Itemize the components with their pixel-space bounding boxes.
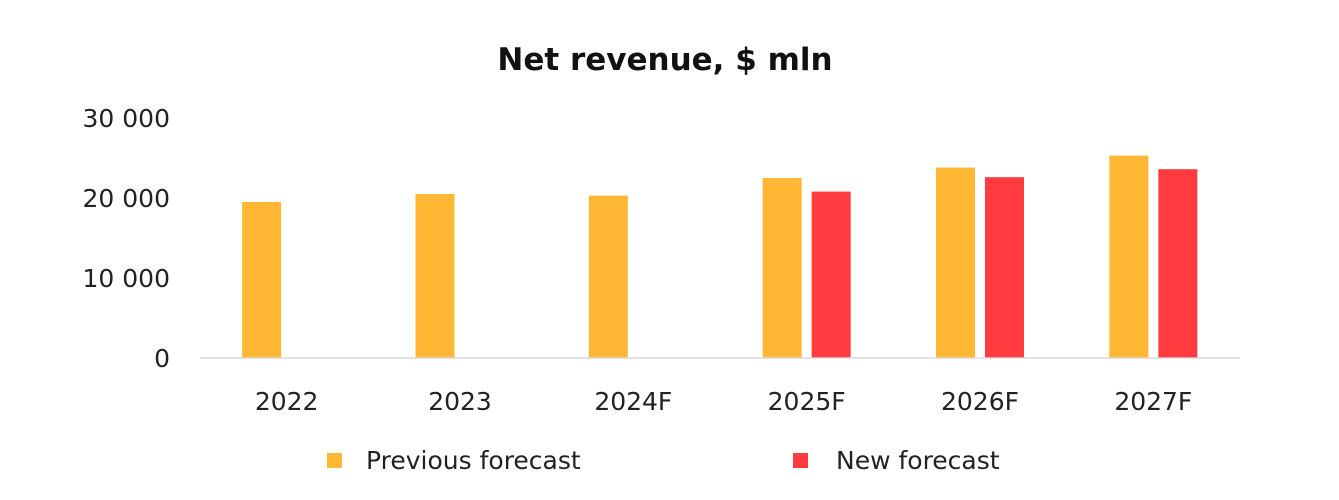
bar-previous-forecast-2025F [762, 178, 802, 358]
x-tick-label: 2024F [594, 387, 672, 416]
y-tick-label: 10 000 [83, 264, 170, 293]
bar-previous-forecast-2026F [936, 167, 975, 358]
chart-title: Net revenue, $ mln [497, 42, 832, 78]
x-tick-label: 2023 [428, 387, 492, 416]
legend-swatch-previous-forecast [327, 453, 342, 468]
bar-previous-forecast-2027F [1109, 155, 1149, 358]
bar-new-forecast-2027F [1158, 169, 1198, 358]
bars [242, 155, 1198, 358]
y-tick-label: 20 000 [83, 184, 170, 213]
y-tick-label: 30 000 [83, 104, 170, 133]
x-axis: 2022 2023 2024F 2025F 2026F 2027F [255, 387, 1192, 416]
legend-label-previous-forecast: Previous forecast [366, 446, 581, 475]
bar-previous-forecast-2024F [588, 195, 628, 358]
y-tick-label: 0 [154, 344, 170, 373]
x-tick-label: 2027F [1114, 387, 1192, 416]
bar-previous-forecast-2023 [415, 194, 455, 358]
bar-new-forecast-2025F [811, 191, 851, 358]
x-tick-label: 2026F [941, 387, 1019, 416]
bar-new-forecast-2026F [985, 177, 1024, 358]
x-tick-label: 2022 [255, 387, 319, 416]
legend-swatch-new-forecast [793, 453, 808, 468]
legend: Previous forecast New forecast [327, 446, 1000, 475]
bar-previous-forecast-2022 [242, 202, 282, 358]
x-tick-label: 2025F [768, 387, 846, 416]
legend-label-new-forecast: New forecast [836, 446, 1000, 475]
y-axis: 0 10 000 20 000 30 000 [83, 104, 170, 373]
